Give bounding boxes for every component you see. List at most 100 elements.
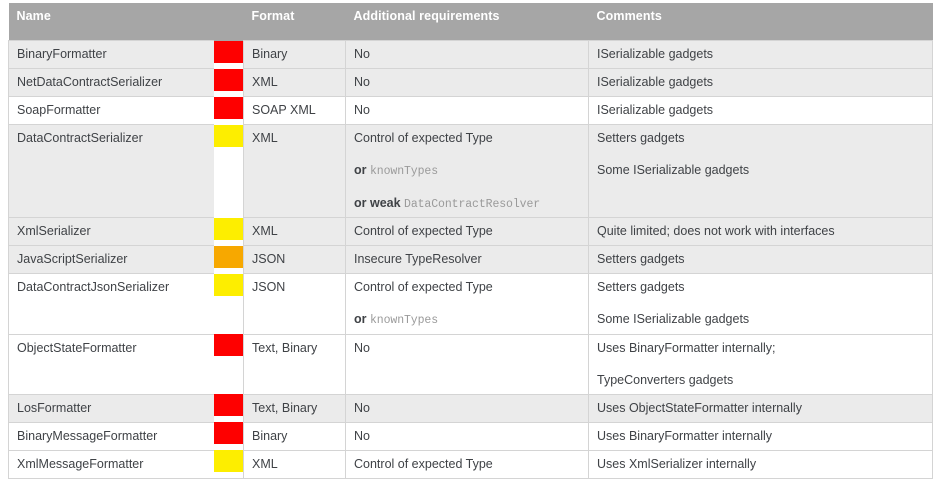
requirement-line: No [354, 103, 370, 117]
table-row: JavaScriptSerializer JSON Insecure TypeRes… [8, 245, 933, 274]
cell-risk-swatch [213, 394, 244, 423]
cell-additional-requirements: No [345, 333, 589, 395]
cell-comments: ISerializable gadgets [588, 40, 933, 69]
table-row: XmlSerializer XML Control of expected Type… [8, 217, 933, 246]
cell-additional-requirements: Insecure TypeResolver [345, 245, 589, 274]
cell-comments: Uses BinaryFormatter internally [588, 421, 933, 451]
table-row: BinaryMessageFormatter Binary No Uses Binar… [8, 421, 933, 451]
cell-comments: Setters gadgets [588, 245, 933, 274]
cell-risk-swatch [213, 96, 244, 125]
cell-additional-requirements: No [345, 96, 589, 125]
cell-risk-swatch [213, 40, 244, 69]
requirement-line: or weak DataContractResolver [354, 195, 580, 213]
cell-serializer-name: DataContractSerializer [8, 123, 214, 218]
cell-additional-requirements: No [345, 68, 589, 97]
cell-format: JSON [243, 245, 346, 274]
table-row: NetDataContractSerializer XML No ISerializa… [8, 68, 933, 97]
table-row: ObjectStateFormatter Text, Binary No Uses B… [8, 333, 933, 395]
cell-comments: ISerializable gadgets [588, 96, 933, 125]
cell-risk-swatch [213, 273, 244, 335]
requirement-line: Control of expected Type [354, 456, 493, 471]
cell-risk-swatch [213, 422, 244, 451]
cell-format: JSON [243, 273, 346, 335]
comment-line: Uses XmlSerializer internally [597, 456, 757, 471]
cell-comments: Uses ObjectStateFormatter internally [588, 393, 933, 423]
requirement-line: No [354, 75, 370, 89]
requirement-lead: or [354, 163, 370, 177]
requirement-lead: or weak [354, 195, 405, 210]
table-row: SoapFormatter SOAP XML No ISerializable gad… [8, 96, 933, 125]
serializers-table: Name Format Additional requirements Comm… [8, 3, 933, 479]
requirement-line: Control of expected Type [354, 131, 493, 145]
comment-line: ISerializable gadgets [597, 103, 714, 117]
requirement-line: Control of expected Type [354, 280, 493, 295]
requirement-line: or knownTypes [354, 162, 580, 180]
requirement-line: No [354, 47, 370, 61]
cell-format: SOAP XML [243, 96, 346, 125]
cell-comments: Setters gadgets Some ISerializable gadget… [588, 123, 933, 218]
serializers-table-container: Name Format Additional requirements Comm… [8, 3, 933, 479]
cell-comments: Setters gadgets Some ISerializable gadget… [588, 273, 933, 335]
cell-serializer-name: BinaryMessageFormatter [8, 421, 214, 451]
comment-line: Uses BinaryFormatter internally [597, 428, 773, 443]
cell-comments: Uses BinaryFormatter internally; TypeConv… [588, 333, 933, 395]
risk-yellow-icon [213, 124, 244, 147]
cell-serializer-name: JavaScriptSerializer [8, 245, 214, 274]
column-header-comments: Comments [588, 3, 933, 41]
cell-serializer-name: LosFormatter [8, 393, 214, 423]
table-row: LosFormatter Text, Binary No Uses ObjectSta… [8, 393, 933, 423]
requirement-line: No [354, 428, 370, 443]
comment-line: Quite limited; does not work with interf… [597, 224, 835, 239]
cell-serializer-name: XmlSerializer [8, 217, 214, 246]
requirement-line: Control of expected Type [354, 224, 493, 239]
column-header-risk-swatch [213, 3, 244, 41]
cell-format: XML [243, 217, 346, 246]
risk-red-icon [213, 422, 244, 445]
comment-line: Uses ObjectStateFormatter internally [597, 400, 802, 415]
cell-format: Text, Binary [243, 393, 346, 423]
cell-additional-requirements: Control of expected Type or knownTypes or … [345, 123, 589, 218]
column-header-name: Name [8, 3, 214, 41]
comment-line: ISerializable gadgets [597, 75, 714, 89]
comment-line: Some ISerializable gadgets [597, 312, 750, 327]
table-row: DataContractSerializer XML Control of expe… [8, 123, 933, 218]
cell-serializer-name: SoapFormatter [8, 96, 214, 125]
cell-risk-swatch [213, 334, 244, 395]
risk-red-icon [213, 96, 244, 119]
risk-red-icon [213, 394, 244, 417]
requirement-code: knownTypes [369, 165, 438, 178]
comment-line: Setters gadgets [597, 131, 685, 145]
comment-line: Uses BinaryFormatter internally; [597, 340, 776, 355]
requirement-line: No [354, 400, 370, 415]
requirement-line: No [354, 340, 370, 355]
comment-line: Setters gadgets [597, 280, 685, 295]
risk-yellow-icon [213, 273, 244, 296]
cell-serializer-name: DataContractJsonSerializer [8, 273, 214, 335]
comment-line: ISerializable gadgets [597, 47, 714, 61]
cell-risk-swatch [213, 68, 244, 97]
cell-additional-requirements: No [345, 421, 589, 451]
cell-risk-swatch [213, 217, 244, 246]
cell-serializer-name: NetDataContractSerializer [8, 68, 214, 97]
comment-line: Setters gadgets [597, 252, 685, 267]
column-header-format: Format [243, 3, 346, 41]
cell-format: Binary [243, 40, 346, 69]
requirement-line: Insecure TypeResolver [354, 252, 482, 267]
cell-serializer-name: ObjectStateFormatter [8, 333, 214, 395]
header-row: Name Format Additional requirements Comm… [8, 3, 933, 41]
cell-additional-requirements: Control of expected Type or knownTypes [345, 273, 589, 335]
requirement-lead: or [354, 312, 370, 327]
cell-risk-swatch [213, 124, 244, 218]
requirement-line: or knownTypes [354, 311, 580, 329]
comment-line: TypeConverters gadgets [597, 372, 734, 387]
requirement-code: DataContractResolver [404, 197, 541, 211]
column-header-additional-requirements: Additional requirements [345, 3, 589, 41]
cell-format: XML [243, 123, 346, 218]
cell-additional-requirements: Control of expected Type [345, 217, 589, 246]
cell-format: Text, Binary [243, 333, 346, 395]
cell-comments: Quite limited; does not work with interf… [588, 217, 933, 246]
risk-red-icon [213, 40, 244, 63]
risk-red-icon [213, 334, 244, 357]
risk-yellow-icon [213, 217, 244, 240]
risk-red-icon [213, 68, 244, 91]
